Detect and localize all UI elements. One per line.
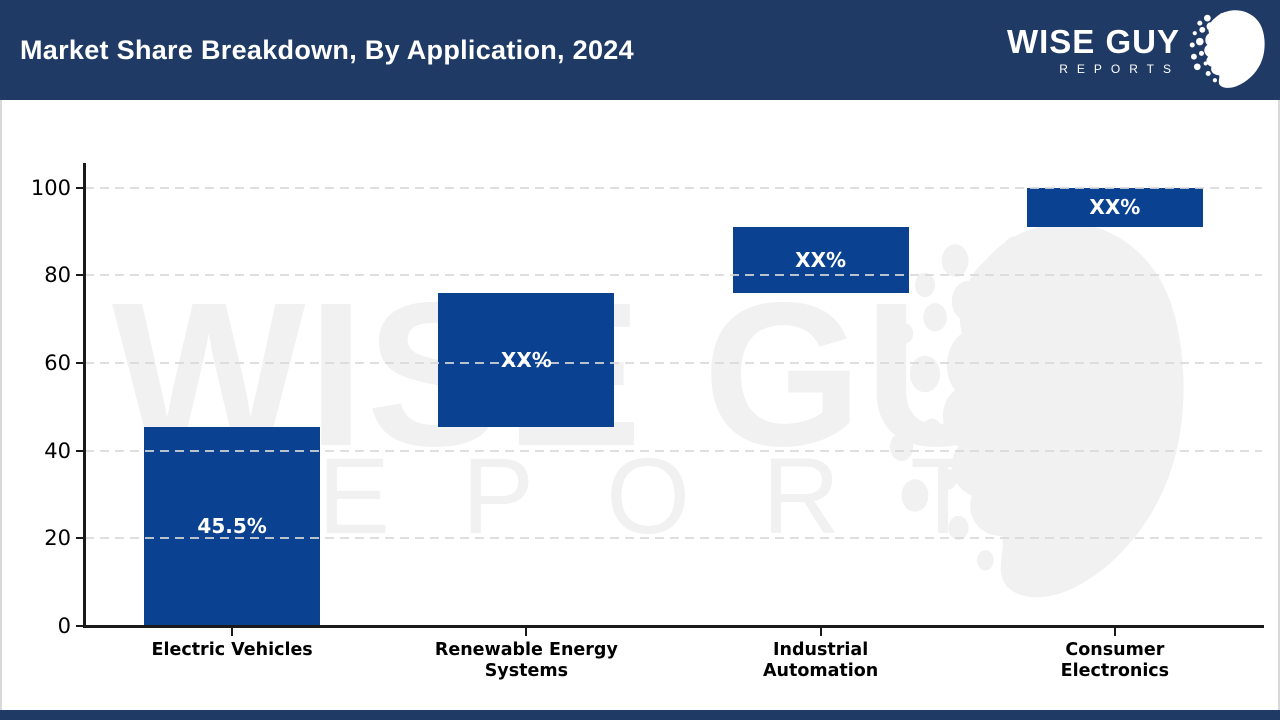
left-border — [0, 100, 2, 710]
x-tickmark — [231, 628, 234, 636]
brand-subname: REPORTS — [1059, 61, 1180, 76]
right-border — [1278, 100, 1280, 710]
gridline — [85, 537, 1262, 540]
y-tickmark — [76, 186, 85, 189]
y-tick-label: 100 — [30, 175, 71, 200]
bar-value-label: XX% — [1089, 195, 1141, 220]
brand-logo-text: WISE GUY REPORTS — [1007, 25, 1180, 76]
category-label: Electric Vehicles — [151, 640, 313, 660]
y-tick-label: 60 — [44, 350, 71, 375]
bar-value-label: 45.5% — [197, 514, 267, 539]
category-label: Renewable Energy Systems — [434, 640, 618, 681]
gridline — [85, 449, 1262, 452]
y-tickmark — [76, 537, 85, 540]
bar-value-label: XX% — [500, 347, 552, 372]
y-tickmark — [76, 625, 85, 627]
brand-logo: WISE GUY REPORTS — [1007, 8, 1268, 92]
y-tickmark — [76, 361, 85, 364]
brand-name: WISE GUY — [1006, 22, 1180, 60]
dotted-face-icon — [1189, 10, 1265, 88]
page-title: Market Share Breakdown, By Application, … — [20, 34, 634, 65]
bar-segment — [1026, 187, 1203, 228]
gridline — [85, 361, 1262, 364]
y-tick-label: 0 — [57, 614, 71, 638]
x-tickmark — [819, 628, 822, 636]
watermark-face-icon — [884, 223, 1184, 598]
y-tick-label: 20 — [44, 526, 71, 551]
gridline — [85, 274, 1262, 277]
gridline — [85, 186, 1262, 189]
x-axis-line — [83, 625, 1264, 628]
bar-segment — [438, 292, 615, 427]
bar-segment — [144, 426, 321, 626]
bar-segment — [732, 227, 909, 293]
x-tickmark — [525, 628, 528, 636]
y-tick-label: 80 — [44, 263, 71, 288]
header: Market Share Breakdown, By Application, … — [0, 0, 1280, 100]
bar-value-label: XX% — [795, 247, 847, 272]
footer-bar — [0, 710, 1280, 720]
y-axis-line — [83, 163, 86, 628]
category-label: Consumer Electronics — [1060, 640, 1170, 681]
category-label: Industrial Automation — [762, 640, 879, 681]
y-tickmark — [76, 449, 85, 452]
y-tickmark — [76, 274, 85, 277]
y-tick-label: 40 — [44, 438, 71, 463]
x-tickmark — [1113, 628, 1116, 636]
